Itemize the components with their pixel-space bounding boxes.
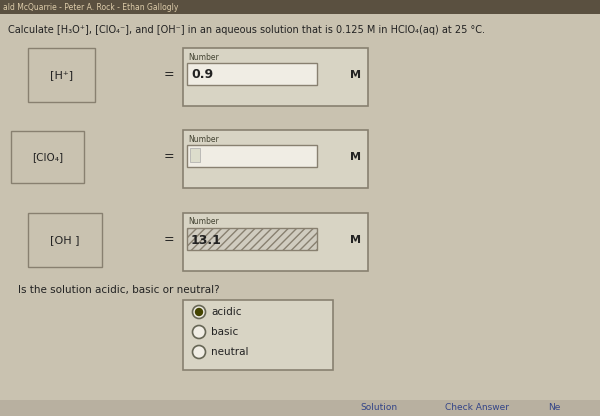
Text: =: =	[163, 233, 174, 247]
FancyBboxPatch shape	[187, 145, 317, 167]
Circle shape	[193, 325, 205, 339]
Text: [H⁺]: [H⁺]	[50, 70, 73, 80]
Text: Solution: Solution	[360, 404, 397, 413]
FancyBboxPatch shape	[183, 213, 368, 271]
FancyBboxPatch shape	[183, 130, 368, 188]
Text: Number: Number	[188, 134, 219, 144]
Text: M: M	[350, 152, 361, 162]
Text: =: =	[163, 151, 174, 163]
FancyBboxPatch shape	[0, 0, 600, 14]
Circle shape	[193, 305, 205, 319]
FancyBboxPatch shape	[0, 400, 600, 416]
Text: =: =	[163, 69, 174, 82]
Text: Is the solution acidic, basic or neutral?: Is the solution acidic, basic or neutral…	[18, 285, 220, 295]
Text: neutral: neutral	[211, 347, 248, 357]
FancyBboxPatch shape	[187, 63, 317, 85]
Text: [ClO₄]: [ClO₄]	[32, 152, 63, 162]
Text: M: M	[350, 70, 361, 80]
Text: Ne: Ne	[548, 404, 560, 413]
Text: Number: Number	[188, 218, 219, 226]
Text: M: M	[350, 235, 361, 245]
Text: Number: Number	[188, 52, 219, 62]
FancyBboxPatch shape	[187, 228, 317, 250]
Text: Calculate [H₃O⁺], [ClO₄⁻], and [OH⁻] in an aqueous solution that is 0.125 M in H: Calculate [H₃O⁺], [ClO₄⁻], and [OH⁻] in …	[8, 25, 485, 35]
Text: 0.9: 0.9	[191, 69, 213, 82]
FancyBboxPatch shape	[183, 300, 333, 370]
Circle shape	[196, 309, 203, 315]
Text: ald McQuarrie - Peter A. Rock - Ethan Gallogly: ald McQuarrie - Peter A. Rock - Ethan Ga…	[3, 2, 178, 12]
Circle shape	[193, 346, 205, 359]
Text: Check Answer: Check Answer	[445, 404, 509, 413]
Text: [OH ]: [OH ]	[50, 235, 79, 245]
Text: 13.1: 13.1	[191, 233, 222, 247]
Text: basic: basic	[211, 327, 238, 337]
Text: acidic: acidic	[211, 307, 241, 317]
FancyBboxPatch shape	[190, 148, 200, 162]
FancyBboxPatch shape	[183, 48, 368, 106]
